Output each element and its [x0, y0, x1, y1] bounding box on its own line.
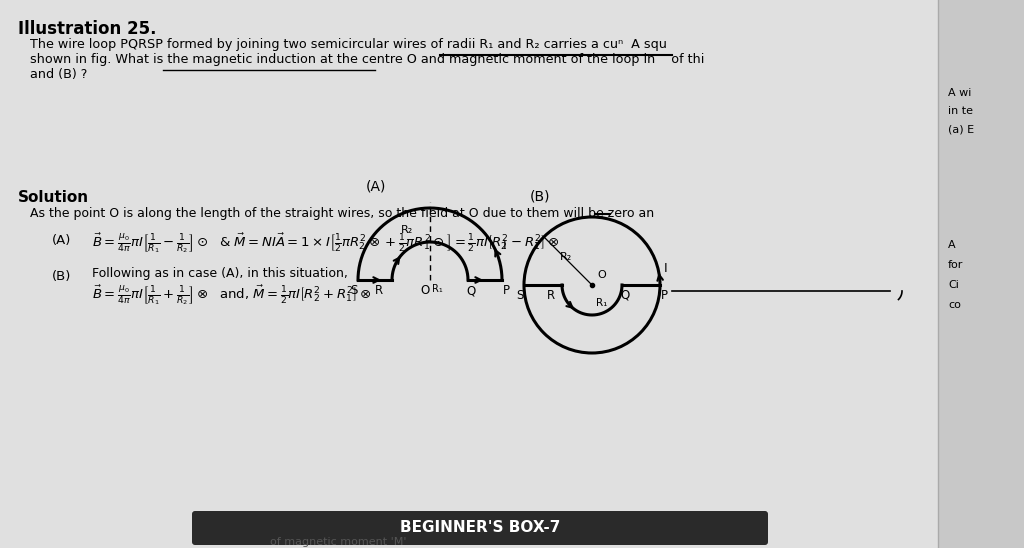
Text: for: for	[948, 260, 964, 270]
Text: P: P	[503, 284, 510, 297]
Text: shown in fig. What is the magnetic induction at the centre O and magnetic moment: shown in fig. What is the magnetic induc…	[30, 53, 705, 66]
Text: R₁: R₁	[432, 284, 442, 294]
Text: and (B) ?: and (B) ?	[30, 68, 87, 81]
Text: A wi: A wi	[948, 88, 972, 98]
Text: of magnetic moment 'M': of magnetic moment 'M'	[270, 537, 407, 547]
FancyBboxPatch shape	[938, 0, 1024, 548]
Text: Ci: Ci	[948, 280, 958, 290]
Text: (a) E: (a) E	[948, 124, 974, 134]
Text: R: R	[375, 284, 383, 297]
Text: Following as in case (A), in this situation,: Following as in case (A), in this situat…	[92, 267, 352, 280]
Text: Q: Q	[466, 284, 475, 297]
Text: O: O	[421, 284, 430, 297]
Text: (B): (B)	[52, 270, 72, 283]
Text: R: R	[547, 289, 555, 302]
Text: P: P	[660, 289, 668, 302]
Text: co: co	[948, 300, 961, 310]
Text: As the point O is along the length of the straight wires, so the field at O due : As the point O is along the length of th…	[30, 207, 654, 220]
Text: (A): (A)	[366, 180, 386, 194]
FancyBboxPatch shape	[193, 511, 768, 545]
Text: (A): (A)	[52, 234, 72, 247]
Text: The wire loop PQRSP formed by joining two semicircular wires of radii R₁ and R₂ : The wire loop PQRSP formed by joining tw…	[30, 38, 667, 51]
Text: I: I	[503, 239, 507, 253]
Text: A: A	[948, 240, 955, 250]
Text: $\vec{B} = \frac{\mu_0}{4\pi}\pi I\left[\frac{1}{R_1} + \frac{1}{R_2}\right] \ot: $\vec{B} = \frac{\mu_0}{4\pi}\pi I\left[…	[92, 283, 372, 306]
Text: R₁: R₁	[596, 298, 607, 308]
Text: in te: in te	[948, 106, 973, 116]
Text: Illustration 25.: Illustration 25.	[18, 20, 157, 38]
FancyBboxPatch shape	[0, 0, 938, 548]
Text: I: I	[664, 262, 667, 276]
Text: S: S	[350, 284, 357, 297]
Text: S: S	[516, 289, 523, 302]
Text: R₂: R₂	[401, 225, 414, 235]
Text: (B): (B)	[530, 189, 551, 203]
Text: Solution: Solution	[18, 190, 89, 205]
Text: Q: Q	[621, 289, 630, 302]
Text: BEGINNER'S BOX-7: BEGINNER'S BOX-7	[399, 521, 560, 535]
Text: $\vec{B} = \frac{\mu_0}{4\pi}\pi I\left[\frac{1}{R_1} - \frac{1}{R_2}\right] \od: $\vec{B} = \frac{\mu_0}{4\pi}\pi I\left[…	[92, 231, 559, 255]
Text: R₂: R₂	[560, 252, 572, 262]
Text: O: O	[597, 270, 606, 280]
